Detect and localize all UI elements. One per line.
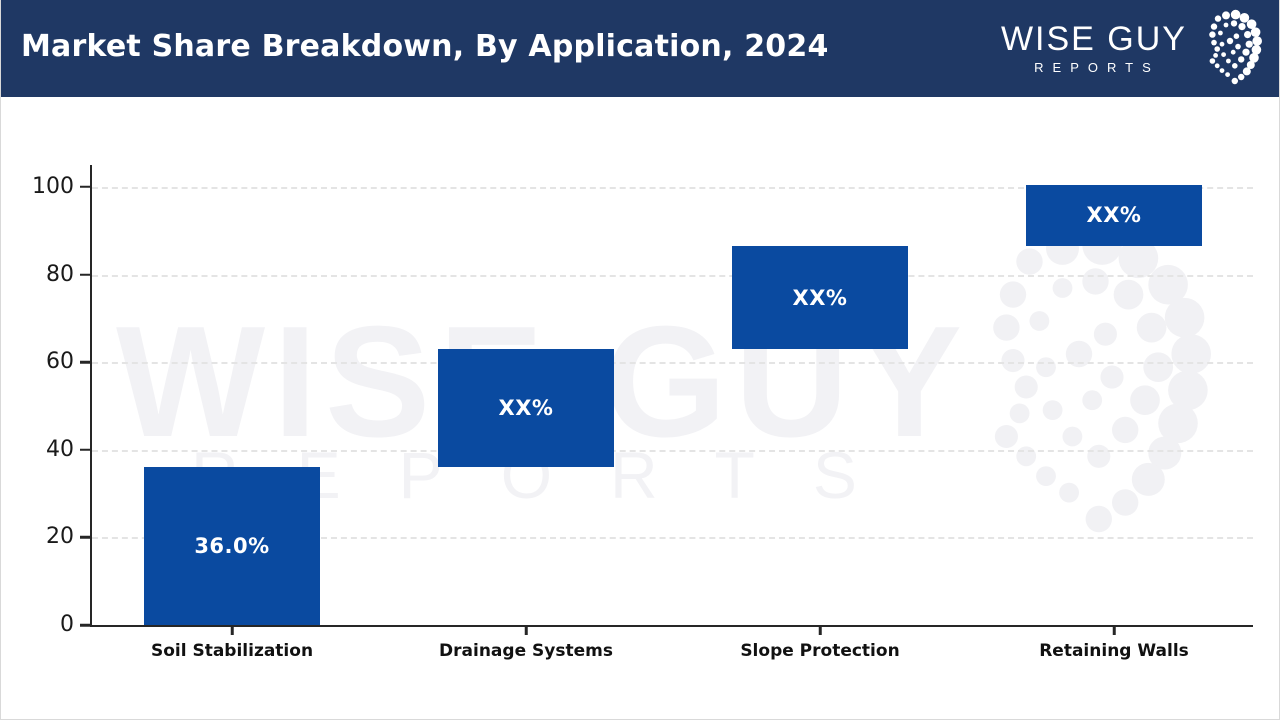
y-axis-tick	[80, 273, 90, 276]
y-axis-tick	[80, 360, 90, 364]
x-axis-category-label: Soil Stabilization	[150, 641, 314, 661]
logo-subtext: REPORTS	[1034, 59, 1160, 75]
logo-text: WISE GUY REPORTS	[1000, 20, 1187, 75]
page-title: Market Share Breakdown, By Application, …	[21, 29, 829, 64]
y-axis-tick-label: 60	[46, 349, 74, 375]
gridline	[92, 274, 1253, 277]
x-axis-tick	[1112, 627, 1116, 635]
header-bar: Market Share Breakdown, By Application, …	[1, 0, 1279, 97]
x-axis-category-label: Retaining Walls	[1039, 641, 1189, 661]
y-axis-tick-label: 0	[60, 612, 74, 637]
bar-value-label: XX%	[498, 396, 554, 421]
x-axis-tick	[818, 627, 822, 635]
y-axis-tick-label: 40	[46, 436, 74, 462]
y-axis-tick	[80, 623, 90, 627]
x-axis-tick	[524, 627, 528, 635]
logo-wordmark: WISE GUY	[1000, 20, 1187, 59]
x-axis-category-label: Slope Protection	[740, 641, 900, 661]
y-axis-tick-label: 100	[32, 173, 74, 199]
gridline	[92, 186, 1253, 189]
plot-area: 0 20 40 60 80 100 36.0% Soil Stabilization XX% Dr…	[32, 165, 1253, 661]
y-axis-tick-label: 80	[46, 261, 74, 287]
y-axis-tick	[80, 448, 90, 451]
y-axis-tick	[80, 185, 90, 189]
logo-face-icon	[1209, 9, 1262, 84]
bar-value-label: XX%	[792, 285, 848, 310]
bar-segment: XX%	[1026, 184, 1202, 247]
y-axis-tick	[80, 536, 90, 539]
y-axis-tick-label: 20	[46, 524, 74, 550]
gridline	[92, 362, 1253, 365]
wiseguy-logo: WISE GUY REPORTS	[1001, 9, 1263, 89]
x-axis-tick	[230, 627, 234, 635]
x-axis-category-label: Drainage Systems	[439, 641, 613, 661]
bar-value-label: XX%	[1086, 203, 1142, 228]
bar-segment: XX%	[732, 246, 908, 349]
bar-value-label: 36.0%	[194, 534, 270, 559]
gridline	[92, 449, 1253, 452]
bar-segment: XX%	[438, 349, 614, 468]
gridline	[92, 537, 1253, 540]
bar-segment: 36.0%	[144, 467, 320, 625]
